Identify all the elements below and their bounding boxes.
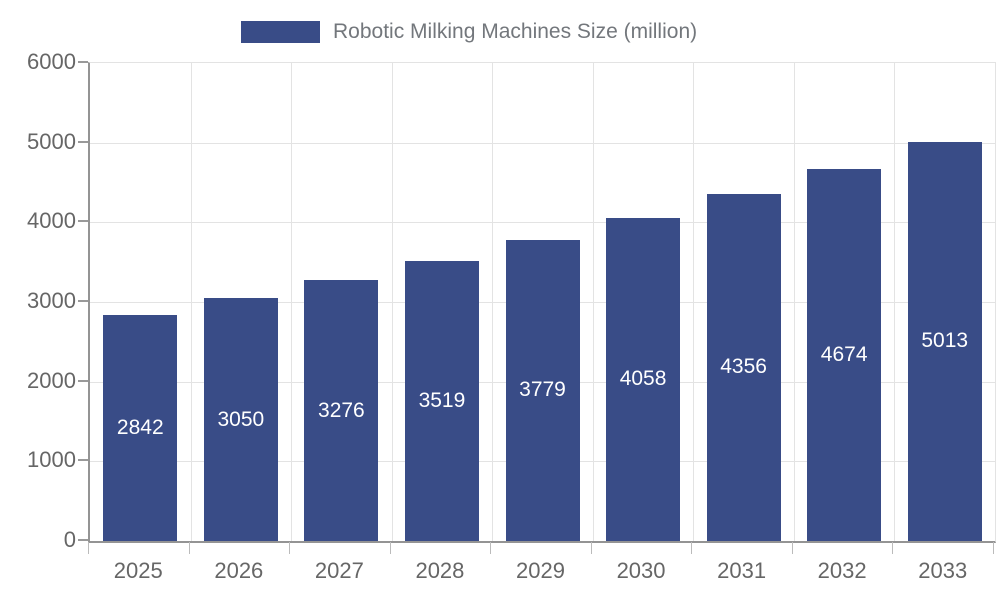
y-axis-tick-label: 0 [63, 527, 76, 552]
bar-value-label: 4058 [619, 367, 667, 391]
bar-2030[interactable]: 4058 [606, 217, 681, 541]
x-axis-tick [791, 542, 793, 554]
bar-value-label: 3779 [519, 378, 566, 402]
x-gridline [492, 63, 494, 541]
y-axis-tick [78, 459, 88, 462]
y-axis-tick-label: 6000 [27, 49, 76, 74]
bar-2032[interactable]: 4674 [807, 168, 882, 541]
x-gridline [391, 63, 393, 541]
y-axis-tick-label: 3000 [27, 288, 76, 313]
x-axis-tick [490, 542, 492, 554]
bar-value-label: 3050 [217, 407, 265, 431]
legend-label: Robotic Milking Machines Size (million) [333, 20, 698, 43]
y-axis-tick [78, 220, 88, 223]
x-gridline [793, 63, 795, 541]
x-axis-tick [892, 542, 894, 554]
legend-swatch [241, 21, 320, 43]
x-axis-tick-label: 2030 [616, 558, 666, 583]
x-axis-tick [188, 542, 190, 554]
x-axis-tick-label: 2032 [817, 558, 867, 583]
bar-value-label: 3519 [418, 388, 466, 412]
bar-2027[interactable]: 3276 [304, 280, 379, 541]
x-axis-tick [993, 542, 994, 554]
y-axis-tick [78, 539, 88, 541]
x-axis-tick [691, 542, 693, 554]
bar-2025[interactable]: 2842 [103, 314, 178, 541]
x-gridline [693, 63, 695, 541]
y-axis-tick [78, 300, 88, 302]
x-gridline [592, 63, 594, 541]
y-axis-tick [78, 140, 88, 143]
x-gridline [894, 63, 896, 541]
legend-item[interactable]: Robotic Milking Machines Size (million) [241, 16, 697, 48]
plot-area: 2842 3050 3276 3519 3779 4058 4356 4674 5013 [88, 62, 996, 543]
x-axis-tick [289, 542, 291, 554]
bar-2029[interactable]: 3779 [505, 239, 580, 541]
x-axis-tick-label: 2029 [516, 558, 565, 583]
x-axis-tick [88, 542, 89, 554]
y-axis-tick-label: 1000 [27, 447, 76, 473]
bar-value-label: 3276 [318, 398, 365, 422]
x-axis-tick-label: 2028 [415, 558, 465, 583]
bar-value-label: 4674 [820, 342, 868, 366]
y-gridline [90, 142, 995, 144]
y-axis-tick-label: 2000 [27, 367, 76, 393]
x-axis-tick-label: 2031 [717, 558, 767, 583]
y-axis-tick-label: 5000 [27, 128, 76, 154]
y-axis-tick [78, 379, 88, 382]
y-axis-tick-label: 4000 [27, 208, 76, 234]
bar-2026[interactable]: 3050 [203, 298, 278, 541]
x-axis-tick [590, 542, 592, 554]
x-axis-tick [389, 542, 391, 554]
bar-value-label: 5013 [921, 329, 969, 353]
bar-value-label: 4356 [720, 355, 767, 379]
x-axis-tick-label: 2025 [113, 558, 163, 583]
x-gridline [190, 63, 192, 541]
bar-2033[interactable]: 5013 [907, 141, 982, 541]
bar-value-label: 2842 [116, 415, 164, 439]
y-axis-tick [78, 61, 88, 63]
bar-2031[interactable]: 4356 [706, 193, 781, 541]
x-axis-tick-label: 2026 [214, 558, 264, 583]
x-gridline [291, 63, 293, 541]
bar-2028[interactable]: 3519 [404, 260, 479, 541]
y-gridline [90, 222, 995, 224]
x-axis-tick-label: 2027 [314, 558, 364, 583]
x-axis-tick-label: 2033 [918, 558, 968, 583]
